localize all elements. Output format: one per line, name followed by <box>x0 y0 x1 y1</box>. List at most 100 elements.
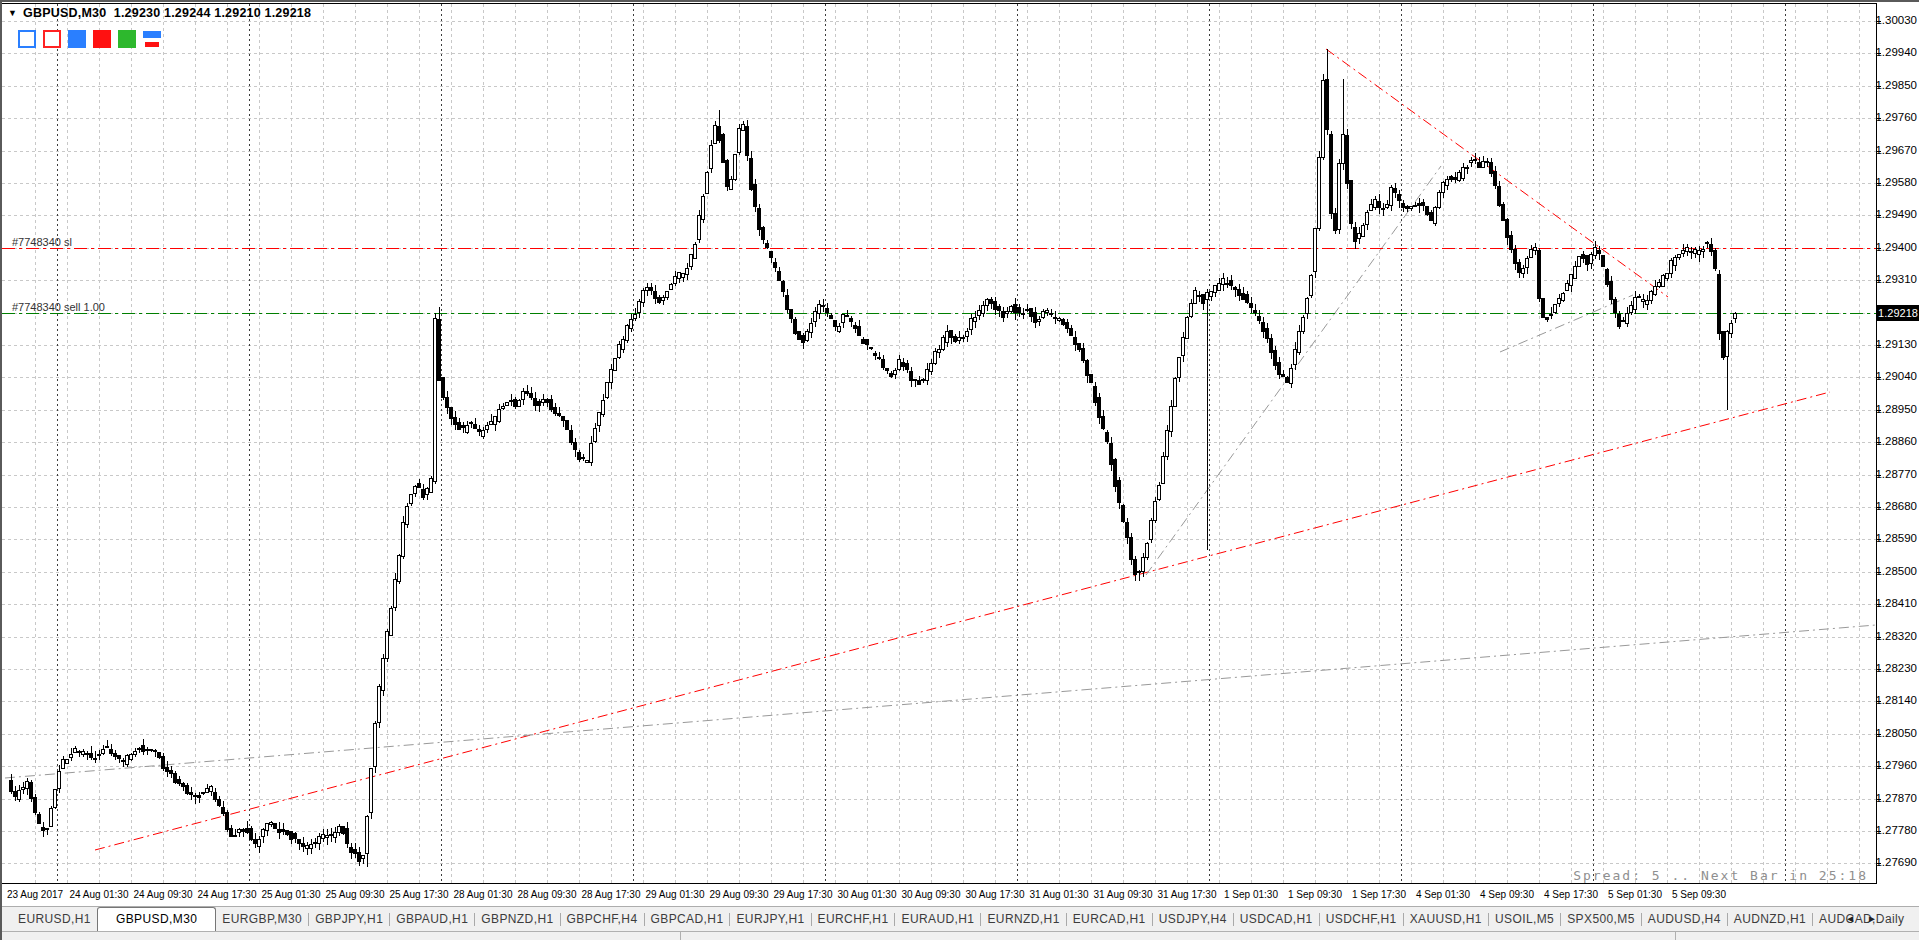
price-axis[interactable]: 1.30030 1.29940 1.29850 1.29760 1.29670 1.295… <box>1877 0 1919 884</box>
price-axis-label: 1.29040 <box>1875 370 1917 382</box>
price-axis-label: 1.28050 <box>1875 727 1917 739</box>
price-axis-label: 1.27960 <box>1875 759 1917 771</box>
price-axis-label: 1.28950 <box>1875 403 1917 415</box>
chart-tab-gbpcad-h1[interactable]: GBPCAD,H1 <box>645 907 730 932</box>
time-axis-label: 29 Aug 09:30 <box>710 889 769 900</box>
time-axis-label: 28 Aug 17:30 <box>582 889 641 900</box>
chart-tab-gbpnzd-h1[interactable]: GBPNZD,H1 <box>475 907 559 932</box>
time-axis-label: 25 Aug 01:30 <box>262 889 321 900</box>
chart-tab-gbpaud-h1[interactable]: GBPAUD,H1 <box>390 907 474 932</box>
chart-tab-eurcad-h1[interactable]: EURCAD,H1 <box>1067 907 1152 932</box>
time-axis-label: 25 Aug 17:30 <box>390 889 449 900</box>
time-axis-label: 30 Aug 17:30 <box>966 889 1025 900</box>
flag-blue-red-icon[interactable] <box>143 30 161 48</box>
price-axis-label: 1.27870 <box>1875 792 1917 804</box>
chart-tab-gbpchf-h4[interactable]: GBPCHF,H4 <box>561 907 644 932</box>
square-green-icon[interactable] <box>118 30 136 48</box>
price-axis-label: 1.28230 <box>1875 662 1917 674</box>
stop-loss-label: #7748340 sl <box>12 236 72 248</box>
price-axis-label: 1.28140 <box>1875 694 1917 706</box>
status-divider <box>680 932 681 940</box>
tab-scroll-left-icon: ◄ <box>1845 913 1867 924</box>
chart-tab-audusd-h4[interactable]: AUDUSD,H4 <box>1642 907 1727 932</box>
time-axis-label: 30 Aug 01:30 <box>838 889 897 900</box>
price-axis-label: 1.29580 <box>1875 176 1917 188</box>
price-axis-label: 1.28680 <box>1875 500 1917 512</box>
chart-tab-eurnzd-h1[interactable]: EURNZD,H1 <box>981 907 1065 932</box>
price-axis-label: 1.29670 <box>1875 144 1917 156</box>
time-axis-label: 28 Aug 01:30 <box>454 889 513 900</box>
sell-order-label: #7748340 sell 1.00 <box>12 301 105 313</box>
chart-tab-gbpjpy-h1[interactable]: GBPJPY,H1 <box>309 907 389 932</box>
price-axis-label: 1.28500 <box>1875 565 1917 577</box>
time-axis-label: 29 Aug 17:30 <box>774 889 833 900</box>
terminal-window: ▼ GBPUSD,M30 1.29230 1.29244 1.29210 1.29… <box>0 0 1919 940</box>
tab-scroll-right-icon: ► <box>1867 913 1889 924</box>
chart-menu-arrow-icon[interactable]: ▼ <box>8 8 17 18</box>
time-axis-label: 1 Sep 09:30 <box>1288 889 1342 900</box>
window-border-top <box>0 0 1919 2</box>
price-axis-label: 1.29940 <box>1875 46 1917 58</box>
price-axis-label: 1.29130 <box>1875 338 1917 350</box>
time-axis-label: 29 Aug 01:30 <box>646 889 705 900</box>
square-blue-icon[interactable] <box>68 30 86 48</box>
time-axis-label: 31 Aug 09:30 <box>1094 889 1153 900</box>
gray-trendline-steep[interactable] <box>1146 166 1441 575</box>
chart-tab-eurjpy-h1[interactable]: EURJPY,H1 <box>730 907 810 932</box>
price-axis-label: 1.29310 <box>1875 273 1917 285</box>
time-axis-label: 24 Aug 17:30 <box>198 889 257 900</box>
chart-title: ▼ GBPUSD,M30 1.29230 1.29244 1.29210 1.29… <box>8 6 311 20</box>
status-bar <box>0 931 1919 940</box>
time-axis-label: 24 Aug 01:30 <box>70 889 129 900</box>
price-axis-label: 1.30030 <box>1875 14 1917 26</box>
status-divider <box>1675 932 1676 940</box>
price-axis-label: 1.28410 <box>1875 597 1917 609</box>
chart-tab-eurgbp-m30[interactable]: EURGBP,M30 <box>216 907 308 932</box>
chart-title-quotes: 1.29230 1.29244 1.29210 1.29218 <box>114 6 311 20</box>
window-border-left <box>0 0 2 940</box>
time-axis-label: 1 Sep 17:30 <box>1352 889 1406 900</box>
current-price-tag: 1.29218 <box>1877 305 1919 321</box>
time-axis-label: 5 Sep 01:30 <box>1608 889 1662 900</box>
chart-tab-usoil-m5[interactable]: USOIL,M5 <box>1489 907 1560 932</box>
chart-tab-euraud-h1[interactable]: EURAUD,H1 <box>895 907 980 932</box>
time-axis-label: 30 Aug 09:30 <box>902 889 961 900</box>
chart-tab-xauusd-h1[interactable]: XAUUSD,H1 <box>1404 907 1488 932</box>
square-red-icon[interactable] <box>93 30 111 48</box>
chart-tab-usdcad-h1[interactable]: USDCAD,H1 <box>1234 907 1319 932</box>
chart-tab-spx500-m5[interactable]: SPX500,M5 <box>1561 907 1641 932</box>
chart-tab-usdchf-h1[interactable]: USDCHF,H1 <box>1320 907 1403 932</box>
spread-next-bar-text: Spread: 5 .. Next Bar in 25:18 <box>1573 868 1868 883</box>
chart-tab-gbpusd-m30[interactable]: GBPUSD,M30 <box>97 907 216 932</box>
square-blue-outline-icon[interactable] <box>18 30 36 48</box>
time-axis-label: 4 Sep 09:30 <box>1480 889 1534 900</box>
time-axis-label: 5 Sep 09:30 <box>1672 889 1726 900</box>
chart-title-symbol: GBPUSD,M30 <box>23 6 106 20</box>
price-chart[interactable] <box>0 0 1877 885</box>
chart-tab-usdjpy-h4[interactable]: USDJPY,H4 <box>1153 907 1233 932</box>
chart-objects-toolbar <box>18 30 168 48</box>
time-axis-label: 24 Aug 09:30 <box>134 889 193 900</box>
time-axis-label: 23 Aug 2017 <box>7 889 63 900</box>
price-axis-label: 1.28770 <box>1875 468 1917 480</box>
time-axis-label: 25 Aug 09:30 <box>326 889 385 900</box>
price-axis-label: 1.28590 <box>1875 532 1917 544</box>
time-axis-label: 31 Aug 01:30 <box>1030 889 1089 900</box>
price-axis-label: 1.29400 <box>1875 241 1917 253</box>
price-axis-label: 1.28320 <box>1875 630 1917 642</box>
time-axis[interactable]: 23 Aug 2017 24 Aug 01:30 24 Aug 09:30 24 Au… <box>0 885 1919 906</box>
chart-tab-bar: EURUSD,H1GBPUSD,M30EURGBP,M30GBPJPY,H1GB… <box>0 906 1919 931</box>
price-axis-label: 1.29850 <box>1875 79 1917 91</box>
tab-scroll-arrows[interactable]: ◄► <box>1845 913 1889 924</box>
time-axis-label: 1 Sep 01:30 <box>1224 889 1278 900</box>
time-axis-label: 31 Aug 17:30 <box>1158 889 1217 900</box>
price-axis-label: 1.27690 <box>1875 856 1917 868</box>
chart-tab-audnzd-h1[interactable]: AUDNZD,H1 <box>1728 907 1812 932</box>
chart-tab-eurusd-h1[interactable]: EURUSD,H1 <box>12 907 97 932</box>
price-axis-label: 1.29490 <box>1875 208 1917 220</box>
time-axis-label: 4 Sep 17:30 <box>1544 889 1598 900</box>
square-red-outline-icon[interactable] <box>43 30 61 48</box>
chart-tab-eurchf-h1[interactable]: EURCHF,H1 <box>812 907 895 932</box>
price-axis-label: 1.28860 <box>1875 435 1917 447</box>
price-axis-label: 1.29760 <box>1875 111 1917 123</box>
